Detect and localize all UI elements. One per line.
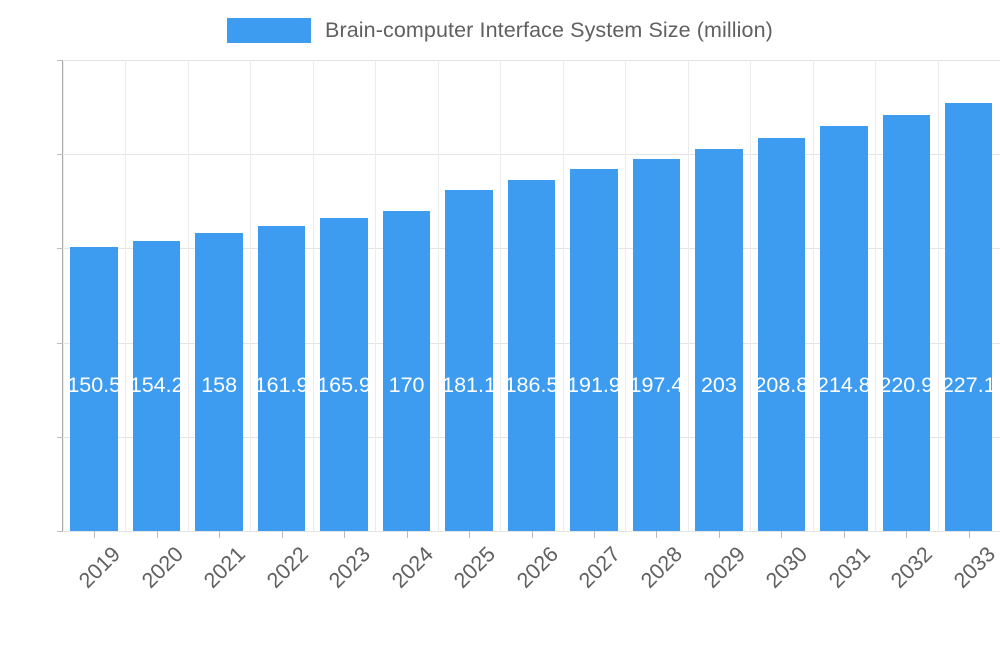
x-tick-mark — [469, 531, 470, 538]
bar-slot: 220.9 — [875, 60, 937, 531]
y-tick-mark — [57, 154, 63, 156]
bar-value-label: 197.4 — [629, 373, 684, 397]
bar[interactable] — [882, 114, 930, 531]
bar[interactable] — [695, 148, 743, 531]
bar-slot: 214.8 — [813, 60, 875, 531]
bar-value-label: 214.8 — [816, 373, 871, 397]
x-tick-mark — [719, 531, 720, 538]
bar-value-label: 220.9 — [879, 373, 934, 397]
bar-slot: 161.9 — [250, 60, 312, 531]
vertical-gridline — [125, 60, 126, 531]
bar-value-label: 191.9 — [567, 373, 621, 397]
vertical-gridline — [63, 60, 64, 531]
bar-chart: Brain-computer Interface System Size (mi… — [0, 12, 1000, 593]
bar-slot: 197.4 — [625, 60, 687, 531]
gridline — [63, 531, 1000, 532]
x-tick-mark — [157, 531, 158, 538]
bar-value-label: 170 — [388, 373, 425, 397]
bar-slot: 181.1 — [438, 60, 500, 531]
bar[interactable] — [445, 189, 493, 531]
y-tick-mark — [57, 60, 63, 61]
bar-value-label: 203 — [700, 373, 737, 397]
x-tick-mark — [344, 531, 345, 538]
bar-slot: 170 — [375, 60, 437, 531]
bar-series: 150.5 154.2 158 161.9 165.9 170 181.1 186.5 191.… — [63, 60, 1000, 531]
bar-slot: 158 — [188, 60, 250, 531]
bar-value-label: 161.9 — [254, 373, 309, 397]
bar-value-label: 227.1 — [941, 373, 996, 397]
vertical-gridline — [250, 60, 251, 531]
legend-swatch-icon — [227, 17, 312, 43]
vertical-gridline — [750, 60, 751, 531]
bar-value-label: 165.9 — [317, 373, 371, 397]
bar-slot: 227.1 — [938, 60, 1000, 531]
bar[interactable] — [757, 137, 806, 531]
vertical-gridline — [875, 60, 876, 531]
bar[interactable] — [257, 225, 306, 531]
bar[interactable] — [945, 103, 993, 531]
y-tick-mark — [57, 248, 63, 250]
vertical-gridline — [375, 60, 376, 531]
bar-value-label: 150.5 — [67, 373, 122, 397]
bar-slot: 154.2 — [125, 60, 187, 531]
bar-slot: 165.9 — [313, 60, 375, 531]
y-tick-mark — [57, 531, 63, 532]
bar-slot: 191.9 — [563, 60, 625, 531]
vertical-gridline — [688, 60, 689, 531]
vertical-gridline — [938, 60, 939, 531]
x-tick-mark — [407, 531, 408, 538]
vertical-gridline — [625, 60, 626, 531]
bar[interactable] — [382, 210, 431, 531]
bar[interactable] — [507, 179, 556, 531]
bar-value-label: 154.2 — [129, 373, 184, 397]
bar[interactable] — [320, 218, 368, 531]
bar[interactable] — [570, 169, 618, 531]
x-tick-mark — [844, 531, 845, 538]
x-tick-mark — [219, 531, 220, 538]
vertical-gridline — [313, 60, 314, 531]
bar[interactable] — [132, 240, 181, 531]
bar-slot: 186.5 — [500, 60, 562, 531]
vertical-gridline — [813, 60, 814, 531]
x-tick-mark — [594, 531, 595, 538]
x-tick-mark — [94, 531, 95, 538]
y-tick-mark — [57, 436, 63, 438]
y-tick-mark — [57, 342, 63, 344]
bar[interactable] — [632, 159, 681, 531]
x-tick-mark — [781, 531, 782, 538]
bar-slot: 150.5 — [63, 60, 125, 531]
bar-value-label: 158 — [201, 373, 238, 397]
vertical-gridline — [500, 60, 501, 531]
x-tick-mark — [656, 531, 657, 538]
x-tick-mark — [532, 531, 533, 538]
plot-area: 050100150200250 150.5154.2158161.9165.91… — [57, 60, 1000, 593]
bar-value-label: 181.1 — [442, 373, 496, 397]
vertical-gridline — [438, 60, 439, 531]
bar-slot: 208.8 — [750, 60, 812, 531]
vertical-gridline — [563, 60, 564, 531]
bar[interactable] — [70, 247, 118, 531]
x-tick-mark — [282, 531, 283, 538]
x-tick-mark — [906, 531, 907, 538]
bar-value-label: 186.5 — [504, 373, 559, 397]
bar[interactable] — [195, 233, 243, 531]
x-tick-mark — [969, 531, 970, 538]
legend-label: Brain-computer Interface System Size (mi… — [325, 17, 773, 42]
vertical-gridline — [188, 60, 189, 531]
bar-slot: 203 — [688, 60, 750, 531]
chart-legend: Brain-computer Interface System Size (mi… — [0, 12, 1000, 48]
gridline — [63, 60, 1000, 61]
bar[interactable] — [820, 126, 868, 531]
gridline — [63, 154, 1000, 156]
bar-value-label: 208.8 — [754, 373, 809, 397]
